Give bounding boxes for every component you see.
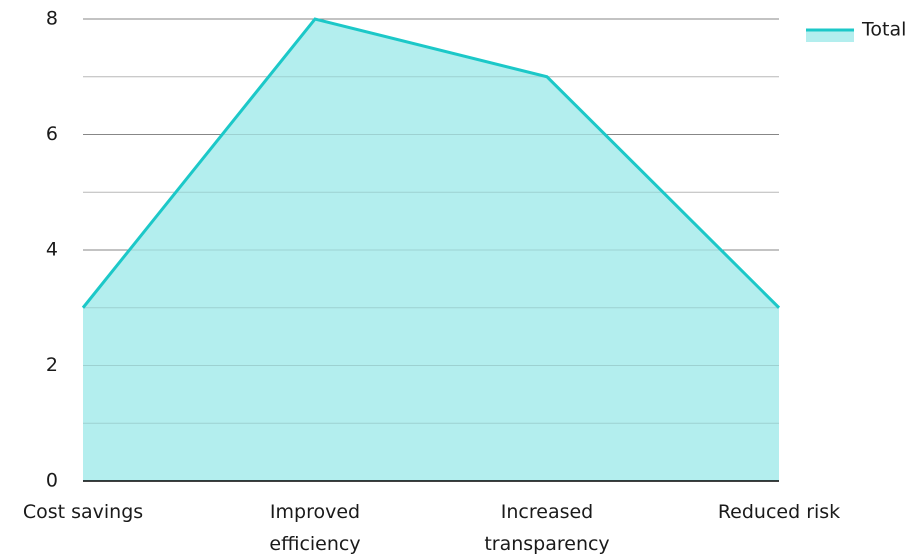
legend: Total <box>806 19 906 42</box>
x-tick-label: Improved efficiency <box>269 501 360 555</box>
y-tick-label: 2 <box>46 354 58 376</box>
y-tick-label: 8 <box>46 8 58 30</box>
x-tick-label-line: Increased <box>501 501 593 523</box>
x-tick-label-line: Reduced risk <box>718 501 840 523</box>
x-tick-label-line: Cost savings <box>23 501 143 523</box>
y-tick-label: 4 <box>46 239 58 261</box>
x-tick-label: Reduced risk <box>718 501 840 523</box>
series-line <box>81 17 781 309</box>
legend-label: Total <box>861 19 906 41</box>
x-tick-label-line: transparency <box>484 533 609 555</box>
y-tick-label: 0 <box>46 470 58 492</box>
x-tick-label: Increased transparency <box>484 501 609 555</box>
y-tick-label: 6 <box>46 123 58 145</box>
x-tick-label-line: efficiency <box>269 533 360 555</box>
y-axis-ticks: 0 2 4 6 8 <box>46 8 58 492</box>
x-tick-label: Cost savings <box>23 501 143 523</box>
area-layer <box>81 17 781 481</box>
legend-swatch-fill <box>806 30 854 42</box>
x-axis-ticks: Cost savings Improved efficiency Increased t… <box>23 501 840 555</box>
x-tick-label-line: Improved <box>270 501 360 523</box>
